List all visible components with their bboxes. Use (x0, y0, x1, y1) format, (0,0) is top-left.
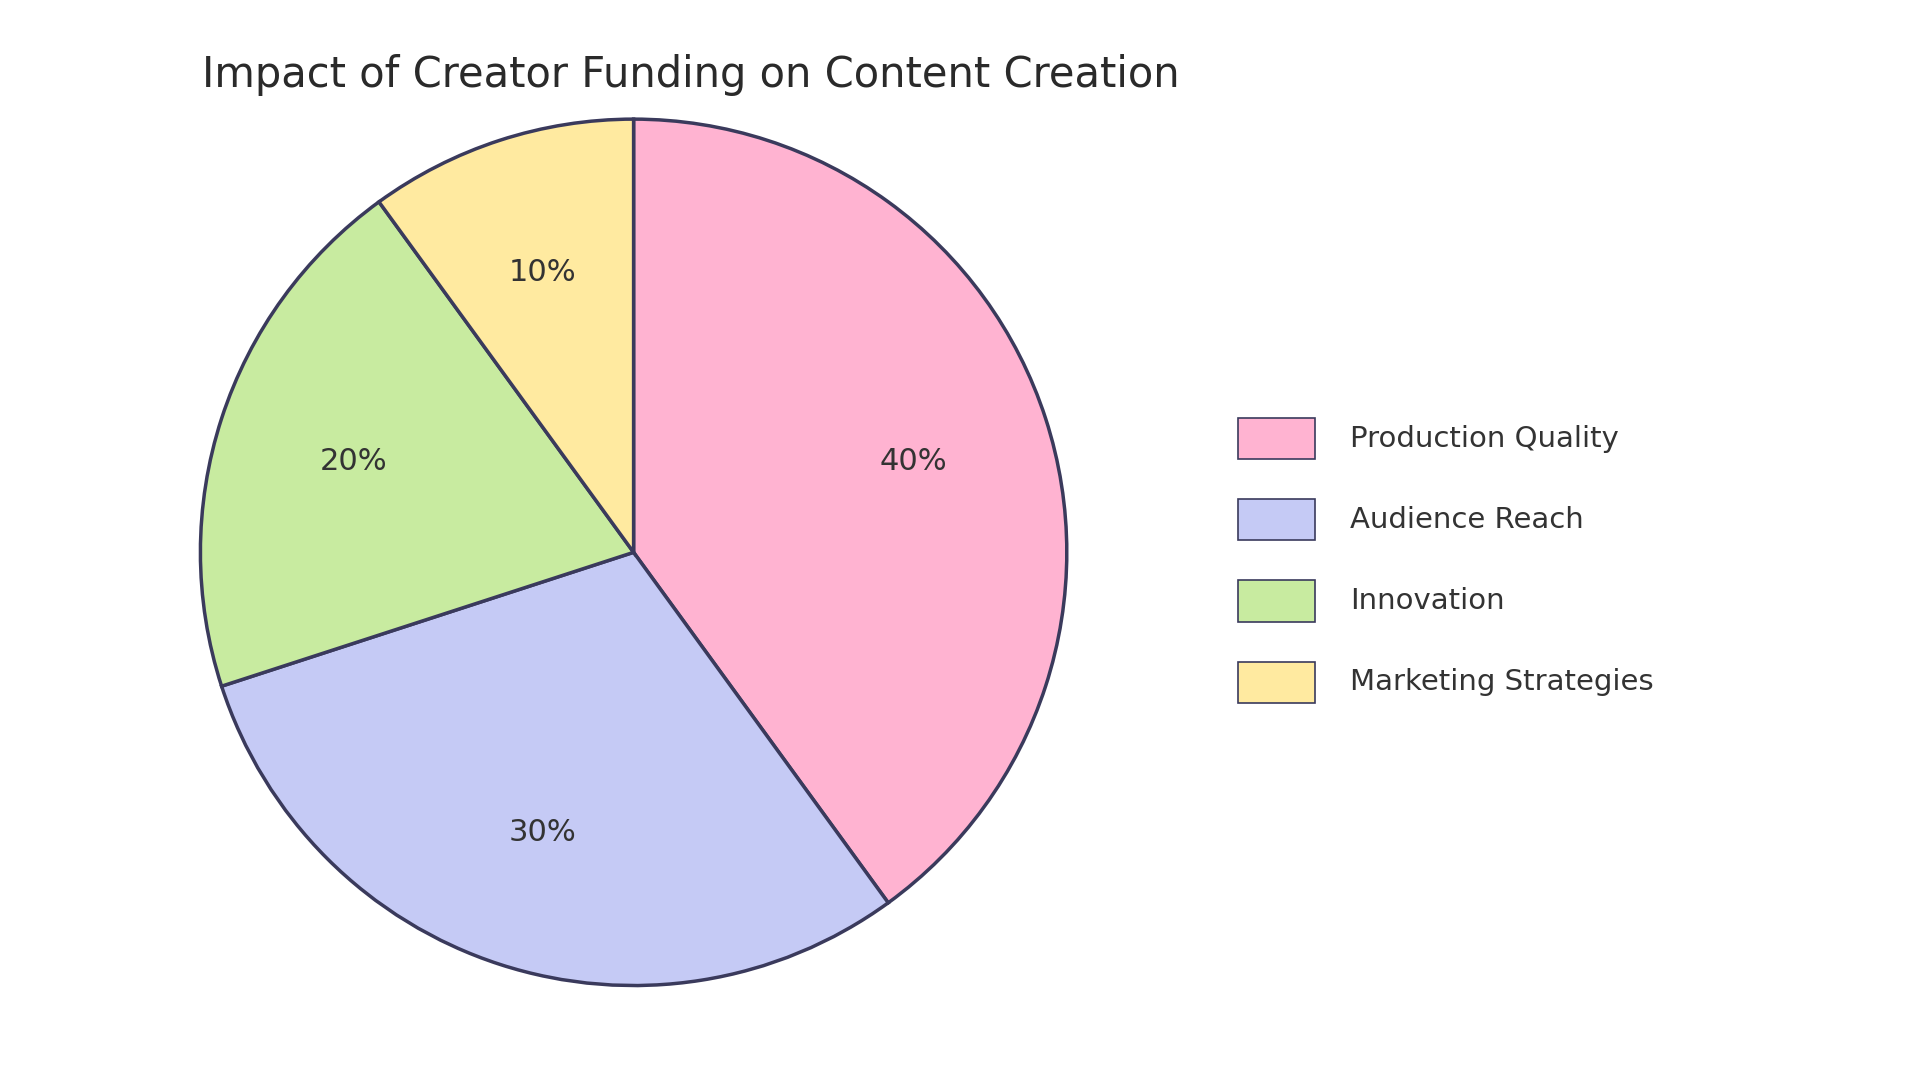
Text: Production Quality: Production Quality (1350, 425, 1619, 453)
Wedge shape (634, 119, 1068, 903)
Text: 20%: 20% (319, 447, 388, 475)
Text: Innovation: Innovation (1350, 587, 1505, 615)
Text: Marketing Strategies: Marketing Strategies (1350, 668, 1653, 696)
Text: Impact of Creator Funding on Content Creation: Impact of Creator Funding on Content Cre… (202, 54, 1181, 96)
Text: 30%: 30% (509, 818, 576, 847)
Wedge shape (200, 201, 634, 687)
Wedge shape (221, 552, 889, 986)
Text: Audience Reach: Audience Reach (1350, 506, 1584, 534)
Text: 10%: 10% (509, 258, 576, 287)
Wedge shape (378, 119, 634, 552)
Text: 40%: 40% (879, 447, 948, 475)
